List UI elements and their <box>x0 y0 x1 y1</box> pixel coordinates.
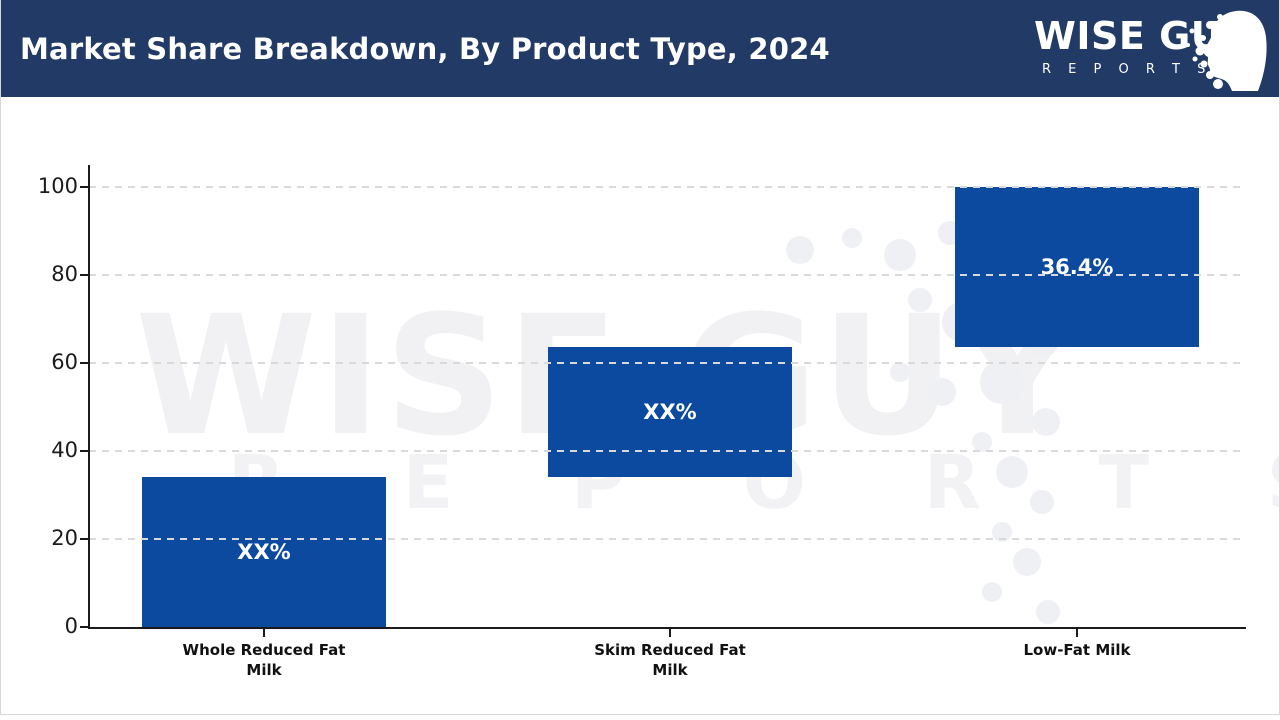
watermark-dot <box>992 522 1012 542</box>
watermark-dot <box>1036 600 1060 624</box>
y-tick-mark-0 <box>80 626 88 628</box>
x-axis-line <box>88 627 1246 629</box>
watermark-dot <box>972 432 992 452</box>
y-tick-mark-20 <box>80 538 88 540</box>
logo-wordmark-text: WISE GUY <box>1034 14 1250 58</box>
y-tick-mark-100 <box>80 186 88 188</box>
y-tick-label-40: 40 <box>51 438 78 462</box>
watermark-dot <box>1032 408 1060 436</box>
watermark-dot <box>928 378 956 406</box>
x-tick-mark-1 <box>263 629 265 637</box>
bar-segment-2: XX% <box>548 347 792 478</box>
bar-value-label: XX% <box>237 540 291 565</box>
gridline-y-100 <box>89 186 1246 188</box>
x-category-label-3: Low-Fat Milk <box>1023 641 1131 659</box>
y-tick-label-100: 100 <box>37 174 78 198</box>
logo-reports-text: R E P O R T S <box>1042 62 1212 77</box>
logo-face-icon <box>1186 10 1267 91</box>
chart-title: Market Share Breakdown, By Product Type,… <box>20 31 830 66</box>
watermark-dot <box>982 582 1002 602</box>
gridline-y-80 <box>89 274 1246 276</box>
bar-segment-3: 36.4% <box>955 187 1199 348</box>
gridline-y-60 <box>89 362 1246 364</box>
y-axis-line <box>88 165 90 629</box>
watermark-dot <box>1013 548 1041 576</box>
watermark-dot <box>908 288 932 312</box>
watermark-dot <box>842 228 862 248</box>
watermark-dot <box>890 362 910 382</box>
y-tick-mark-80 <box>80 274 88 276</box>
y-tick-label-0: 0 <box>64 614 78 638</box>
y-tick-mark-40 <box>80 450 88 452</box>
y-tick-label-20: 20 <box>51 526 78 550</box>
watermark-dot <box>786 236 814 264</box>
watermark-dot <box>996 456 1028 488</box>
watermark-dot <box>1030 490 1054 514</box>
y-tick-label-80: 80 <box>51 262 78 286</box>
bar-value-label: XX% <box>643 400 697 425</box>
bar-segment-1: XX% <box>142 477 386 627</box>
gridline-y-20 <box>89 538 1246 540</box>
wise-guy-reports-logo: WISE GUY R E P O R T S <box>1034 10 1267 91</box>
gridline-y-40 <box>89 450 1246 452</box>
y-tick-mark-60 <box>80 362 88 364</box>
x-category-label-2: Skim Reduced Fat Milk <box>594 641 746 679</box>
x-category-label-1: Whole Reduced Fat Milk <box>182 641 346 679</box>
watermark-dot <box>884 239 916 271</box>
header-band: Market Share Breakdown, By Product Type,… <box>0 0 1280 97</box>
x-tick-mark-2 <box>669 629 671 637</box>
y-tick-label-60: 60 <box>51 350 78 374</box>
x-tick-mark-3 <box>1076 629 1078 637</box>
watermark-dot <box>980 360 1024 404</box>
